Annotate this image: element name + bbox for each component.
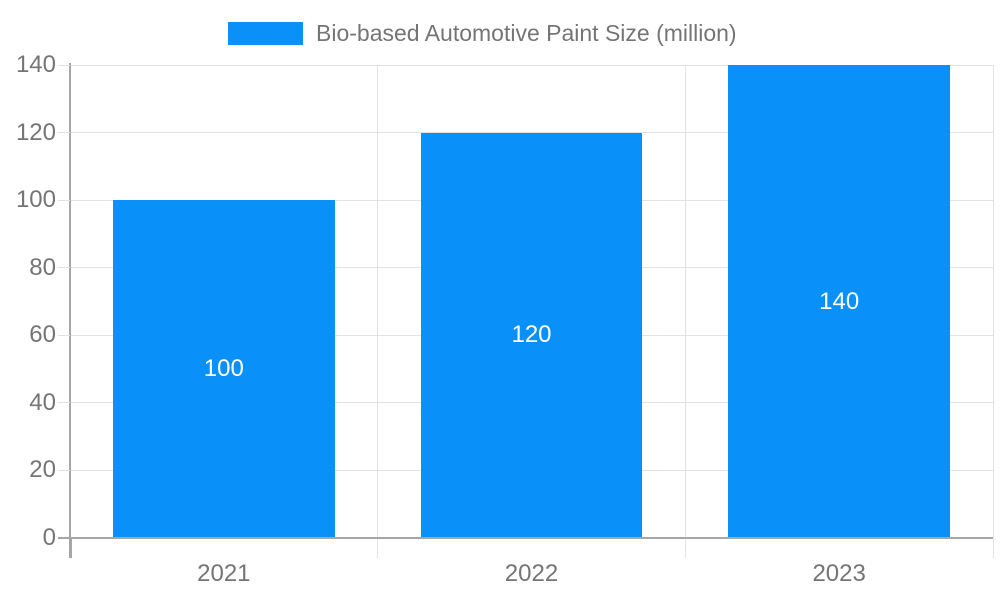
y-axis-tick xyxy=(58,334,70,336)
legend[interactable]: Bio-based Automotive Paint Size (million… xyxy=(228,19,737,47)
y-axis-tick xyxy=(58,199,70,201)
y-axis-tick-label: 40 xyxy=(29,388,56,416)
bar[interactable] xyxy=(113,200,335,538)
y-axis-tick-label: 120 xyxy=(15,118,56,146)
y-axis-tick-label: 0 xyxy=(42,524,56,551)
x-axis-tick xyxy=(69,539,72,558)
bar-value-label: 140 xyxy=(819,287,860,315)
bar[interactable] xyxy=(420,132,643,538)
y-axis-line xyxy=(69,63,71,558)
gridline-vertical xyxy=(684,65,686,538)
legend-swatch-icon xyxy=(228,21,303,45)
y-axis-tick-label: 20 xyxy=(29,456,56,484)
y-axis-tick xyxy=(58,132,70,134)
x-axis-tick-label: 2021 xyxy=(197,560,251,587)
gridline-horizontal xyxy=(70,64,993,66)
y-axis-tick-label: 80 xyxy=(29,253,56,281)
x-axis-tick xyxy=(684,539,686,558)
y-axis-tick-label: 100 xyxy=(15,186,56,214)
plot-area: 100 120 140 xyxy=(70,64,994,538)
y-axis-tick-label: 60 xyxy=(29,321,56,349)
y-axis-tick xyxy=(58,469,70,471)
gridline-vertical xyxy=(377,65,379,538)
bar[interactable] xyxy=(728,65,950,538)
bar-value-label: 120 xyxy=(511,321,552,349)
y-axis-tick xyxy=(58,64,70,66)
y-axis-tick xyxy=(58,267,70,269)
x-axis-tick xyxy=(992,539,994,558)
gridline-vertical xyxy=(992,65,994,538)
bar-value-label: 100 xyxy=(203,355,244,383)
y-axis-tick xyxy=(58,402,70,404)
y-axis-tick-label: 140 xyxy=(15,51,56,78)
x-axis-tick xyxy=(377,539,379,558)
x-axis-line xyxy=(58,537,993,539)
x-axis-tick-label: 2023 xyxy=(812,560,866,587)
x-axis-tick-label: 2022 xyxy=(504,560,559,587)
gridline-horizontal xyxy=(70,132,993,134)
legend-label: Bio-based Automotive Paint Size (million… xyxy=(316,19,737,46)
